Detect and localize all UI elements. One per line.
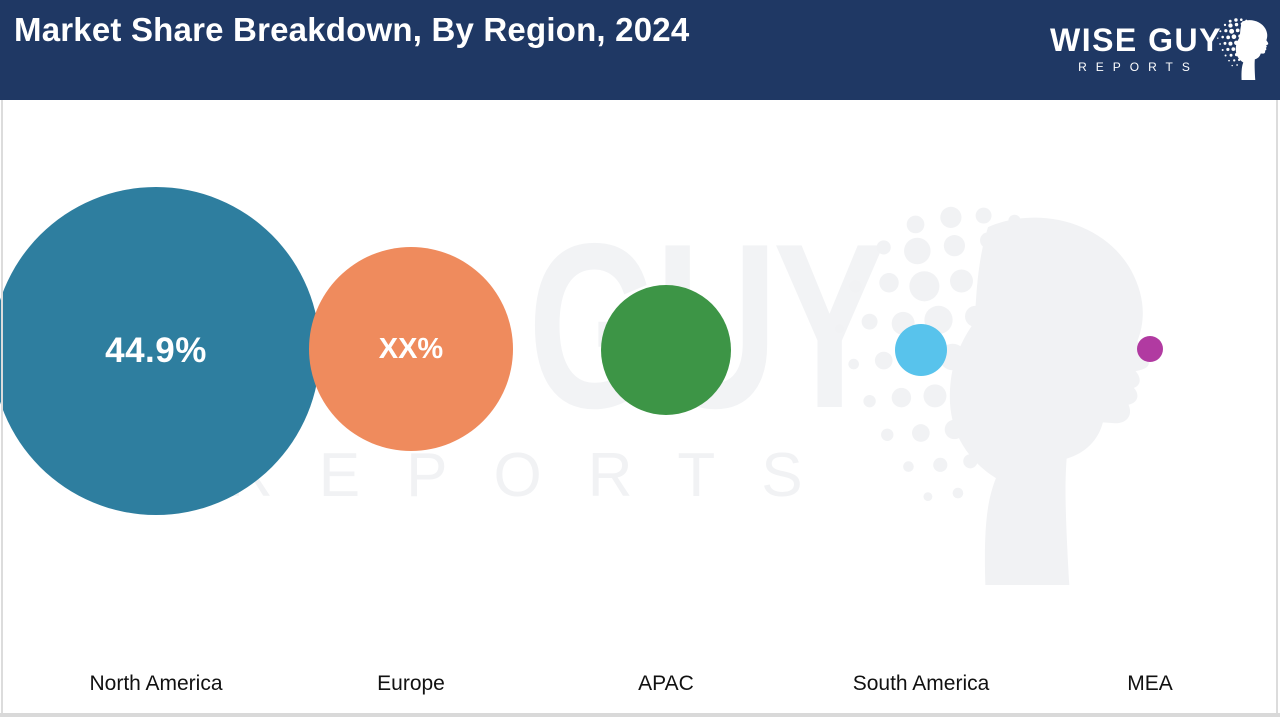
category-label-mea: MEA xyxy=(1127,672,1173,695)
bubble-europe: XX% xyxy=(309,247,513,451)
wise-guy-logo: WISE GUY REPORTS xyxy=(1050,18,1274,80)
page-title: Market Share Breakdown, By Region, 2024 xyxy=(14,11,690,48)
plot-border-bottom xyxy=(0,713,1280,717)
bubble-mea xyxy=(1137,336,1163,362)
bubble-south-america xyxy=(895,324,947,376)
category-label-north-america: North America xyxy=(89,672,223,695)
logo-wordmark: WISE GUY xyxy=(1049,22,1222,58)
watermark-dotted-head-icon xyxy=(835,206,1149,585)
bubble-north-america: 44.9% xyxy=(0,187,320,515)
category-label-europe: Europe xyxy=(377,672,445,695)
watermark-sub-text: REPORTS xyxy=(228,441,849,510)
plot-border-left xyxy=(1,100,3,715)
logo-subtext: REPORTS xyxy=(1078,60,1199,74)
category-label-south-america: South America xyxy=(852,672,990,695)
header: Market Share Breakdown, By Region, 2024 … xyxy=(0,0,1280,100)
logo-text: WISE GUY REPORTS xyxy=(1050,24,1222,74)
plot-border-right xyxy=(1276,100,1278,715)
category-label-apac: APAC xyxy=(638,672,694,695)
bubble-value-label-europe: XX% xyxy=(378,332,444,365)
bubble-value-label-north-america: 44.9% xyxy=(105,331,207,370)
bubble-apac xyxy=(601,285,731,415)
